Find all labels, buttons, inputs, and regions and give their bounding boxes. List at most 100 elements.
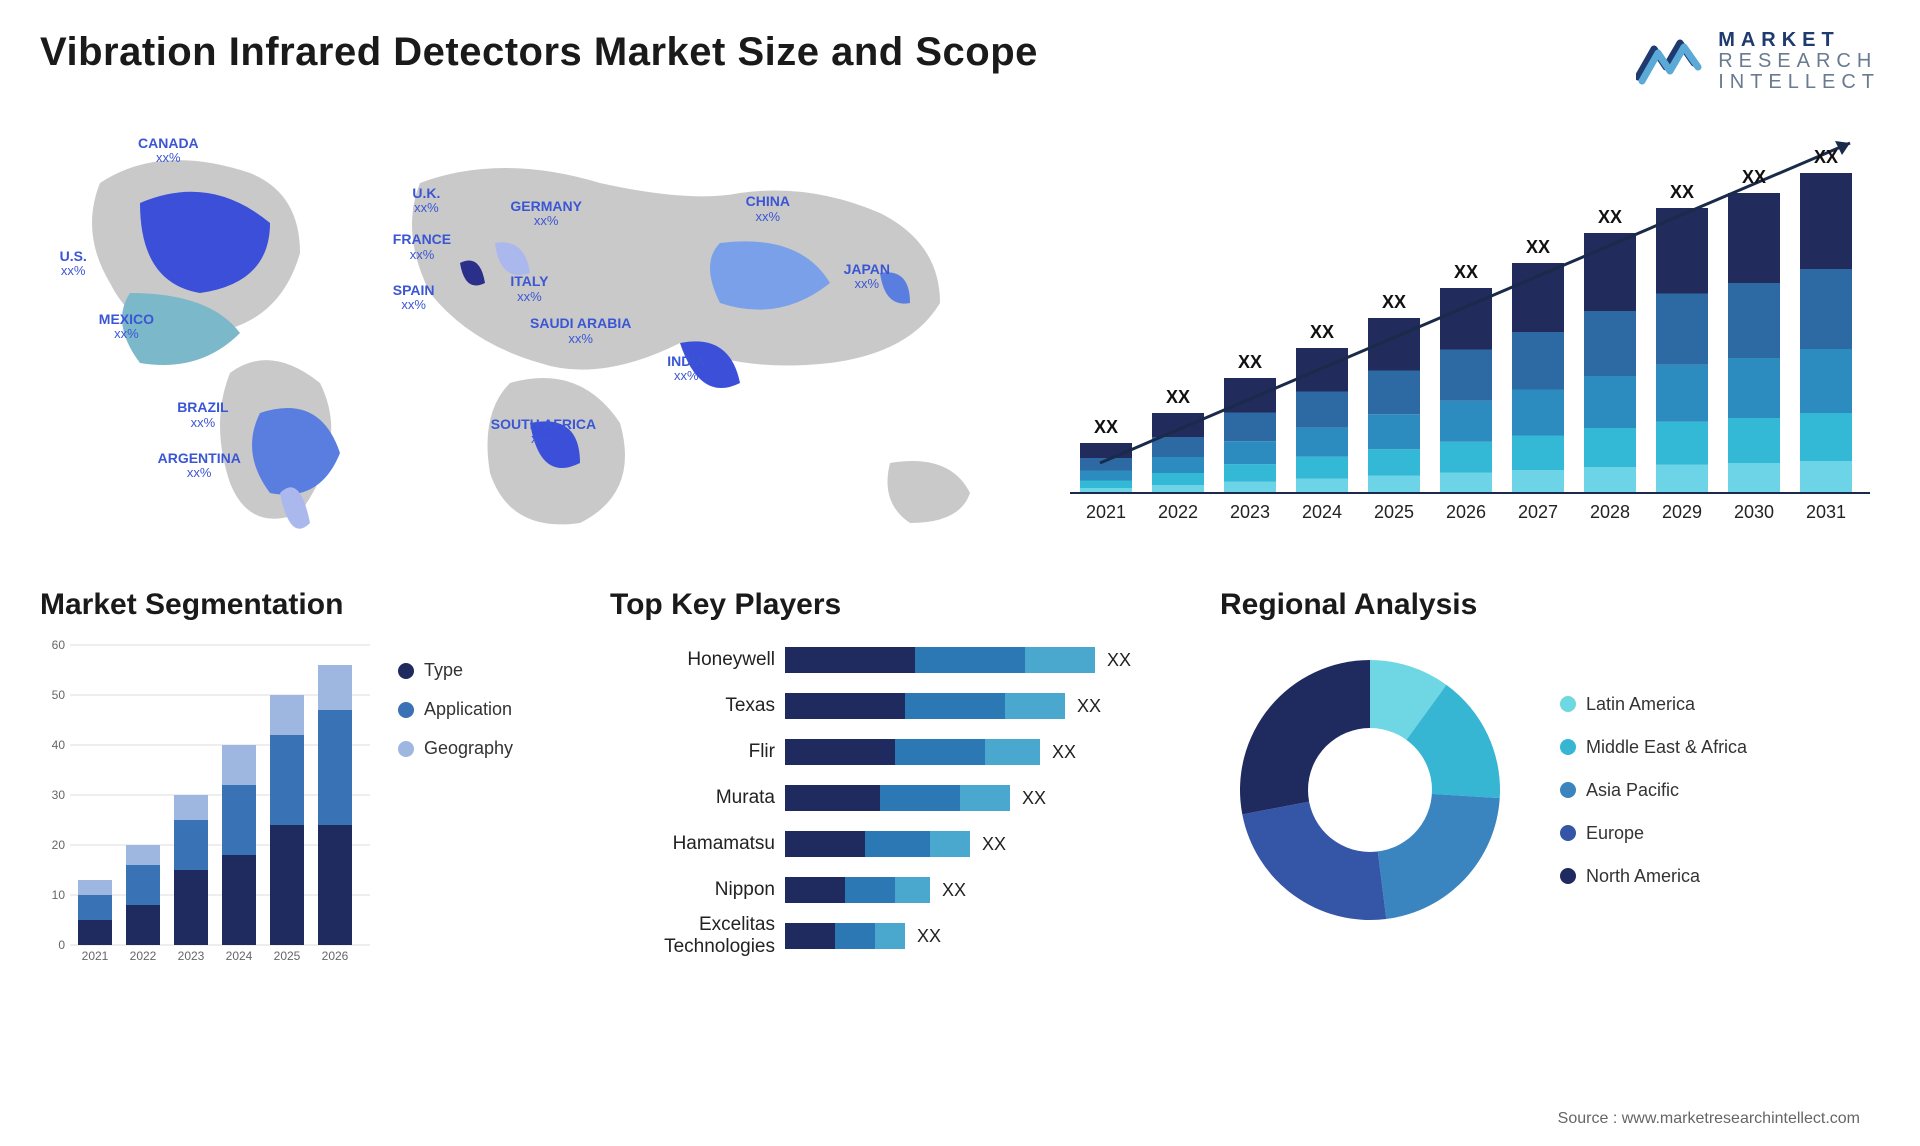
svg-text:XX: XX xyxy=(1454,262,1478,282)
svg-text:2030: 2030 xyxy=(1734,502,1774,522)
svg-text:XX: XX xyxy=(1310,322,1334,342)
map-label: ARGENTINAxx% xyxy=(158,451,241,481)
player-bar xyxy=(785,923,905,949)
players-chart: HoneywellXXTexasXXFlirXXMurataXXHamamats… xyxy=(610,640,1170,956)
svg-text:2025: 2025 xyxy=(274,949,301,963)
svg-text:20: 20 xyxy=(52,838,66,852)
svg-text:2029: 2029 xyxy=(1662,502,1702,522)
map-label: ITALYxx% xyxy=(510,274,548,304)
player-bar xyxy=(785,831,970,857)
growth-chart-panel: 2021202220232024202520262027202820292030… xyxy=(1060,123,1880,543)
svg-text:XX: XX xyxy=(1382,292,1406,312)
player-value: XX xyxy=(1022,788,1046,809)
source-url: www.marketresearchintellect.com xyxy=(1622,1110,1860,1127)
player-label: Murata xyxy=(610,787,785,809)
svg-text:XX: XX xyxy=(1742,167,1766,187)
legend-item: Latin America xyxy=(1560,694,1747,715)
map-label: INDIAxx% xyxy=(667,354,705,384)
logo-line3: INTELLECT xyxy=(1718,72,1880,93)
svg-text:10: 10 xyxy=(52,888,66,902)
svg-text:50: 50 xyxy=(52,688,66,702)
player-label: Flir xyxy=(610,741,785,763)
bottom-row: Market Segmentation 0 10 20 30 40 50 60 2021 20… xyxy=(40,588,1880,1008)
svg-text:2023: 2023 xyxy=(178,949,205,963)
regional-title: Regional Analysis xyxy=(1220,588,1880,622)
svg-text:2027: 2027 xyxy=(1518,502,1558,522)
player-row: Texas XX xyxy=(610,686,1170,726)
player-row: Flir XX xyxy=(610,732,1170,772)
player-value: XX xyxy=(1077,696,1101,717)
player-row: HoneywellXX xyxy=(610,640,1170,680)
logo-line2: RESEARCH xyxy=(1718,51,1880,72)
player-bar xyxy=(785,877,930,903)
segmentation-legend: TypeApplicationGeography xyxy=(398,640,513,970)
logo-icon xyxy=(1636,37,1706,87)
svg-text:XX: XX xyxy=(1526,237,1550,257)
svg-text:2024: 2024 xyxy=(1302,502,1342,522)
svg-text:40: 40 xyxy=(52,738,66,752)
svg-text:2021: 2021 xyxy=(82,949,109,963)
legend-item: Type xyxy=(398,660,513,681)
map-label: BRAZILxx% xyxy=(177,400,228,430)
player-bar xyxy=(785,739,1040,765)
map-label: U.S.xx% xyxy=(60,249,87,279)
legend-item: Geography xyxy=(398,738,513,759)
player-label: Honeywell xyxy=(610,649,785,671)
segmentation-panel: Market Segmentation 0 10 20 30 40 50 60 2021 20… xyxy=(40,588,560,1008)
player-value: XX xyxy=(1052,742,1076,763)
svg-text:60: 60 xyxy=(52,640,66,652)
svg-text:2021: 2021 xyxy=(1086,502,1126,522)
segmentation-title: Market Segmentation xyxy=(40,588,560,622)
map-label: MEXICOxx% xyxy=(99,312,154,342)
player-row: Excelitas Technologies XX xyxy=(610,916,1170,956)
legend-item: Asia Pacific xyxy=(1560,780,1747,801)
player-bar xyxy=(785,785,1010,811)
svg-text:2023: 2023 xyxy=(1230,502,1270,522)
player-row: Hamamatsu XX xyxy=(610,824,1170,864)
player-label: Nippon xyxy=(610,879,785,901)
map-label: CHINAxx% xyxy=(746,194,790,224)
svg-text:2022: 2022 xyxy=(1158,502,1198,522)
source-label: Source : xyxy=(1558,1110,1622,1127)
legend-item: Europe xyxy=(1560,823,1747,844)
player-label: Texas xyxy=(610,695,785,717)
header: Vibration Infrared Detectors Market Size… xyxy=(40,30,1880,93)
player-label: Hamamatsu xyxy=(610,833,785,855)
player-row: Murata XX xyxy=(610,778,1170,818)
svg-text:30: 30 xyxy=(52,788,66,802)
regional-legend: Latin America Middle East & Africa Asia Pa… xyxy=(1560,694,1747,887)
svg-text:0: 0 xyxy=(58,938,65,952)
player-row: Nippon XX xyxy=(610,870,1170,910)
svg-text:XX: XX xyxy=(1814,147,1838,167)
svg-text:2026: 2026 xyxy=(322,949,349,963)
map-label: FRANCExx% xyxy=(393,232,451,262)
player-bar xyxy=(785,693,1065,719)
source-citation: Source : www.marketresearchintellect.com xyxy=(1558,1110,1860,1128)
map-label: CANADAxx% xyxy=(138,136,199,166)
top-row: CANADAxx% U.S.xx% MEXICOxx% BRAZILxx% ARGENT… xyxy=(40,123,1880,543)
svg-text:XX: XX xyxy=(1598,207,1622,227)
regional-donut xyxy=(1220,640,1520,940)
legend-item: Middle East & Africa xyxy=(1560,737,1747,758)
svg-text:XX: XX xyxy=(1238,352,1262,372)
svg-text:2024: 2024 xyxy=(226,949,253,963)
svg-text:XX: XX xyxy=(1094,417,1118,437)
map-label: SAUDI ARABIAxx% xyxy=(530,316,631,346)
player-value: XX xyxy=(917,926,941,947)
svg-text:2022: 2022 xyxy=(130,949,157,963)
svg-text:2025: 2025 xyxy=(1374,502,1414,522)
map-label: SOUTH AFRICAxx% xyxy=(491,417,596,447)
svg-text:2028: 2028 xyxy=(1590,502,1630,522)
logo-line1: MARKET xyxy=(1718,30,1880,51)
map-label: GERMANYxx% xyxy=(510,199,582,229)
segmentation-chart: 0 10 20 30 40 50 60 2021 2022 2023 2024 2025 2026 xyxy=(40,640,370,970)
player-label: Excelitas Technologies xyxy=(610,914,785,958)
legend-item: North America xyxy=(1560,866,1747,887)
player-value: XX xyxy=(982,834,1006,855)
svg-text:XX: XX xyxy=(1670,182,1694,202)
brand-logo: MARKET RESEARCH INTELLECT xyxy=(1636,30,1880,93)
player-value: XX xyxy=(942,880,966,901)
map-label: SPAINxx% xyxy=(393,283,435,313)
growth-chart: 2021202220232024202520262027202820292030… xyxy=(1060,123,1880,543)
player-bar xyxy=(785,647,1095,673)
